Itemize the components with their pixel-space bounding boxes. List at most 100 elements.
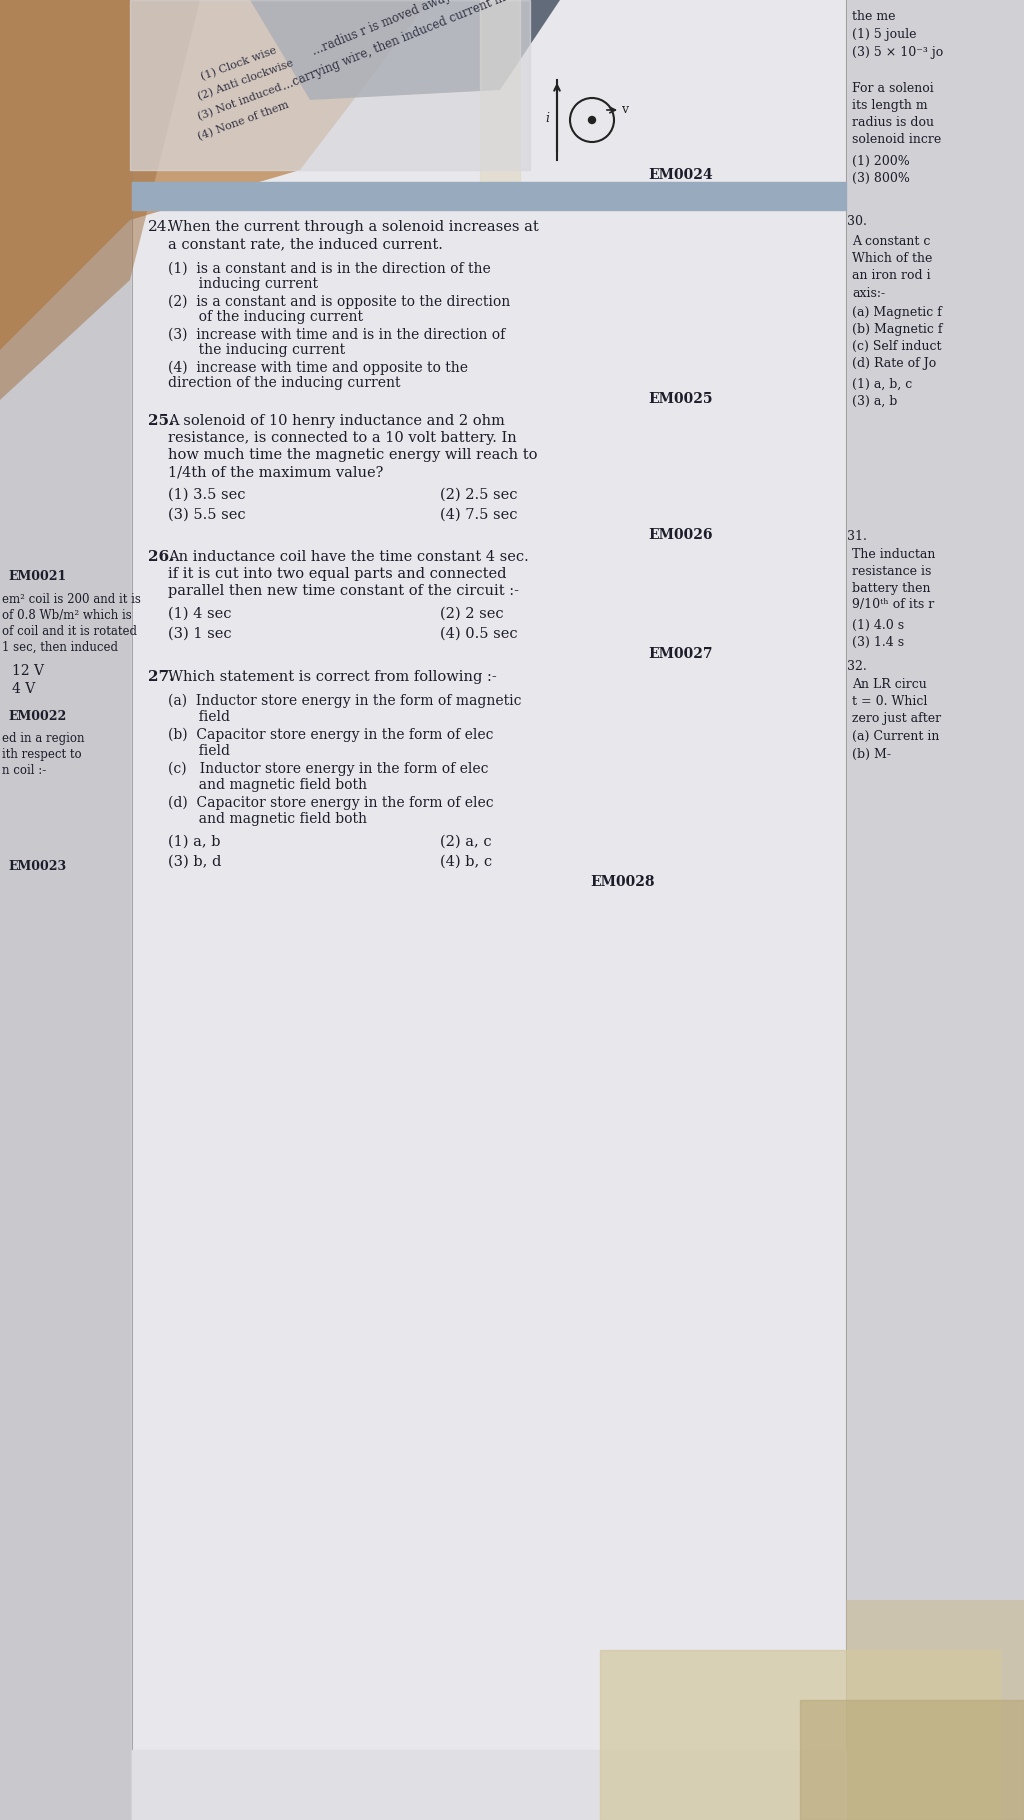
- Text: 25.: 25.: [148, 413, 174, 428]
- Text: (1) 5 joule: (1) 5 joule: [852, 27, 916, 42]
- Text: (2) a, c: (2) a, c: [440, 835, 492, 848]
- Text: When the current through a solenoid increases at: When the current through a solenoid incr…: [168, 220, 539, 235]
- Text: direction of the inducing current: direction of the inducing current: [168, 377, 400, 389]
- Text: (3) 1.4 s: (3) 1.4 s: [852, 635, 904, 650]
- Text: field: field: [168, 744, 230, 757]
- Bar: [600, 1651, 1000, 1820]
- Text: A constant c: A constant c: [852, 235, 931, 248]
- Text: For a solenoi: For a solenoi: [852, 82, 934, 95]
- Bar: [846, 0, 1024, 1820]
- Text: An inductance coil have the time constant 4 sec.: An inductance coil have the time constan…: [168, 550, 528, 564]
- Text: i: i: [545, 113, 549, 126]
- Text: the inducing current: the inducing current: [168, 342, 345, 357]
- Polygon shape: [0, 0, 430, 349]
- Text: of coil and it is rotated: of coil and it is rotated: [2, 624, 137, 639]
- Text: EM0024: EM0024: [648, 167, 713, 182]
- Text: (1) a, b, c: (1) a, b, c: [852, 379, 912, 391]
- Text: Which statement is correct from following :-: Which statement is correct from followin…: [168, 670, 497, 684]
- Text: 12 V: 12 V: [12, 664, 44, 679]
- Text: (4) b, c: (4) b, c: [440, 855, 493, 868]
- Text: t = 0. Whicl: t = 0. Whicl: [852, 695, 928, 708]
- Text: (d) Rate of Jo: (d) Rate of Jo: [852, 357, 936, 369]
- Text: ith respect to: ith respect to: [2, 748, 82, 761]
- Bar: [800, 1700, 1024, 1820]
- Text: (3) a, b: (3) a, b: [852, 395, 897, 408]
- Text: SELF INDUCTION AND L-R DC CIRCUIT: SELF INDUCTION AND L-R DC CIRCUIT: [195, 186, 558, 204]
- Polygon shape: [250, 0, 560, 100]
- Bar: [132, 0, 846, 1820]
- Text: n coil :-: n coil :-: [2, 764, 46, 777]
- Text: resistance is: resistance is: [852, 564, 932, 579]
- Bar: [132, 182, 846, 209]
- Circle shape: [589, 116, 596, 124]
- Text: (1) 4 sec: (1) 4 sec: [168, 608, 231, 621]
- Text: axis:-: axis:-: [852, 288, 885, 300]
- Bar: [0, 0, 132, 1820]
- Text: (3) 800%: (3) 800%: [852, 173, 910, 186]
- Text: (1) Clock wise: (1) Clock wise: [200, 46, 279, 82]
- Text: A solenoid of 10 henry inductance and 2 ohm: A solenoid of 10 henry inductance and 2 …: [168, 413, 505, 428]
- Text: (4) 7.5 sec: (4) 7.5 sec: [440, 508, 517, 522]
- Text: (c)   Inductor store energy in the form of elec: (c) Inductor store energy in the form of…: [168, 763, 488, 777]
- Text: 1/4th of the maximum value?: 1/4th of the maximum value?: [168, 464, 383, 479]
- Text: (b) M-: (b) M-: [852, 748, 891, 761]
- Polygon shape: [846, 1600, 1024, 1820]
- Text: 27.: 27.: [148, 670, 174, 684]
- Bar: [132, 1751, 846, 1820]
- Text: (4) 0.5 sec: (4) 0.5 sec: [440, 628, 517, 641]
- Text: of 0.8 Wb/m² which is: of 0.8 Wb/m² which is: [2, 610, 132, 622]
- Polygon shape: [0, 0, 200, 400]
- Text: (1) 4.0 s: (1) 4.0 s: [852, 619, 904, 632]
- Text: and magnetic field both: and magnetic field both: [168, 777, 367, 792]
- Text: resistance, is connected to a 10 volt battery. In: resistance, is connected to a 10 volt ba…: [168, 431, 517, 446]
- Text: parallel then new time constant of the circuit :-: parallel then new time constant of the c…: [168, 584, 519, 599]
- Text: (3) 1 sec: (3) 1 sec: [168, 628, 231, 641]
- Text: EM0021: EM0021: [8, 570, 67, 582]
- Text: (3) 5.5 sec: (3) 5.5 sec: [168, 508, 246, 522]
- Text: (a) Magnetic f: (a) Magnetic f: [852, 306, 942, 318]
- Text: (4)  increase with time and opposite to the: (4) increase with time and opposite to t…: [168, 360, 468, 375]
- Text: battery then: battery then: [852, 582, 931, 595]
- Text: (2) 2.5 sec: (2) 2.5 sec: [440, 488, 517, 502]
- Text: 30.: 30.: [847, 215, 867, 228]
- Text: EM0028: EM0028: [590, 875, 654, 888]
- Text: solenoid incre: solenoid incre: [852, 133, 941, 146]
- Text: the me: the me: [852, 9, 896, 24]
- Text: if it is cut into two equal parts and connected: if it is cut into two equal parts and co…: [168, 568, 507, 581]
- Text: 26.: 26.: [148, 550, 174, 564]
- Text: a constant rate, the induced current.: a constant rate, the induced current.: [168, 237, 442, 251]
- Text: 32.: 32.: [847, 661, 866, 673]
- Text: EM0027: EM0027: [648, 646, 713, 661]
- Text: radius is dou: radius is dou: [852, 116, 934, 129]
- Text: (b)  Capacitor store energy in the form of elec: (b) Capacitor store energy in the form o…: [168, 728, 494, 743]
- Text: zero just after: zero just after: [852, 712, 941, 724]
- Text: (2) 2 sec: (2) 2 sec: [440, 608, 504, 621]
- Text: inducing current: inducing current: [168, 277, 318, 291]
- Text: and magnetic field both: and magnetic field both: [168, 812, 367, 826]
- Text: EM0023: EM0023: [8, 861, 67, 874]
- Text: (a) Current in: (a) Current in: [852, 730, 939, 743]
- Text: An LR circu: An LR circu: [852, 679, 927, 692]
- Text: em² coil is 200 and it is: em² coil is 200 and it is: [2, 593, 141, 606]
- Text: field: field: [168, 710, 230, 724]
- Text: (1) a, b: (1) a, b: [168, 835, 220, 848]
- Text: (a)  Inductor store energy in the form of magnetic: (a) Inductor store energy in the form of…: [168, 693, 521, 708]
- Text: The inductan: The inductan: [852, 548, 935, 561]
- Text: 1 sec, then induced: 1 sec, then induced: [2, 641, 118, 653]
- Text: (1)  is a constant and is in the direction of the: (1) is a constant and is in the directio…: [168, 262, 490, 277]
- Text: (b) Magnetic f: (b) Magnetic f: [852, 322, 942, 337]
- Text: an iron rod i: an iron rod i: [852, 269, 931, 282]
- Text: of the inducing current: of the inducing current: [168, 309, 362, 324]
- Text: EM0026: EM0026: [648, 528, 713, 542]
- Text: v: v: [621, 104, 628, 116]
- Text: (2)  is a constant and is opposite to the direction: (2) is a constant and is opposite to the…: [168, 295, 510, 309]
- Text: (1) 200%: (1) 200%: [852, 155, 909, 167]
- Text: EM0025: EM0025: [648, 391, 713, 406]
- Text: ...carrying wire, then induced current in: ...carrying wire, then induced current i…: [280, 0, 508, 93]
- Text: 24.: 24.: [148, 220, 172, 235]
- Text: its length m: its length m: [852, 98, 928, 113]
- Text: (1) 3.5 sec: (1) 3.5 sec: [168, 488, 246, 502]
- Text: Which of the: Which of the: [852, 251, 933, 266]
- Text: (3) b, d: (3) b, d: [168, 855, 221, 868]
- Text: (d)  Capacitor store energy in the form of elec: (d) Capacitor store energy in the form o…: [168, 795, 494, 810]
